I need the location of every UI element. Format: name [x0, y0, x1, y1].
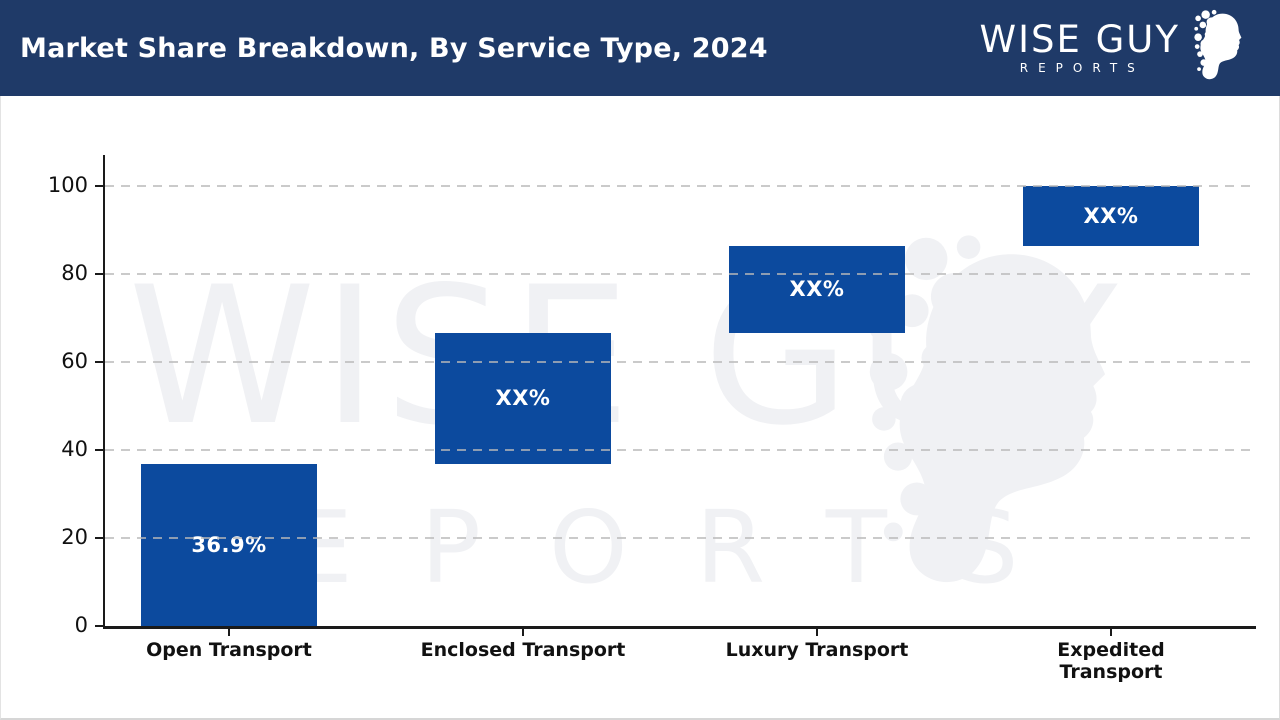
y-tick-100	[95, 185, 104, 187]
logo-face-icon	[1182, 8, 1266, 88]
y-tick-label-20: 20	[61, 525, 88, 549]
gridline-20	[105, 537, 1255, 539]
x-tick-label-expedited-transport: Expedited Transport	[1057, 639, 1165, 683]
chart-title: Market Share Breakdown, By Service Type,…	[20, 32, 768, 64]
y-tick-label-80: 80	[61, 261, 88, 285]
bar-value-label-expedited-transport: XX%	[1083, 203, 1139, 228]
y-tick-80	[95, 273, 104, 275]
bar-open-transport: 36.9%	[141, 463, 317, 626]
bar-enclosed-transport: XX%	[435, 332, 611, 464]
y-axis-line	[103, 155, 105, 628]
bar-value-label-enclosed-transport: XX%	[495, 386, 551, 411]
bar-value-label-luxury-transport: XX%	[789, 277, 845, 302]
x-tick-enclosed-transport	[522, 629, 524, 636]
bar-value-label-open-transport: 36.9%	[191, 532, 267, 557]
x-tick-open-transport	[228, 629, 230, 636]
logo-wordmark: WISE GUY REPORTS	[980, 21, 1180, 75]
brand-logo: WISE GUY REPORTS	[980, 8, 1266, 88]
gridline-60	[105, 361, 1255, 363]
gridline-100	[105, 185, 1255, 187]
header-bar: Market Share Breakdown, By Service Type,…	[0, 0, 1280, 96]
bar-luxury-transport: XX%	[729, 245, 905, 333]
x-axis-line	[103, 626, 1256, 629]
y-tick-label-40: 40	[61, 437, 88, 461]
x-tick-label-open-transport: Open Transport	[146, 639, 312, 661]
y-tick-label-0: 0	[74, 613, 88, 637]
gridline-80	[105, 273, 1255, 275]
x-tick-expedited-transport	[1110, 629, 1112, 636]
x-tick-label-enclosed-transport: Enclosed Transport	[420, 639, 626, 661]
x-tick-luxury-transport	[816, 629, 818, 636]
y-tick-60	[95, 361, 104, 363]
y-tick-20	[95, 537, 104, 539]
y-tick-0	[95, 625, 104, 627]
y-tick-40	[95, 449, 104, 451]
x-tick-label-luxury-transport: Luxury Transport	[725, 639, 909, 661]
gridline-40	[105, 449, 1255, 451]
y-tick-label-100: 100	[47, 173, 88, 197]
logo-name-text: WISE GUY	[979, 18, 1180, 61]
bar-expedited-transport: XX%	[1023, 186, 1199, 246]
y-tick-label-60: 60	[61, 349, 88, 373]
logo-reports-text: REPORTS	[1019, 61, 1145, 75]
